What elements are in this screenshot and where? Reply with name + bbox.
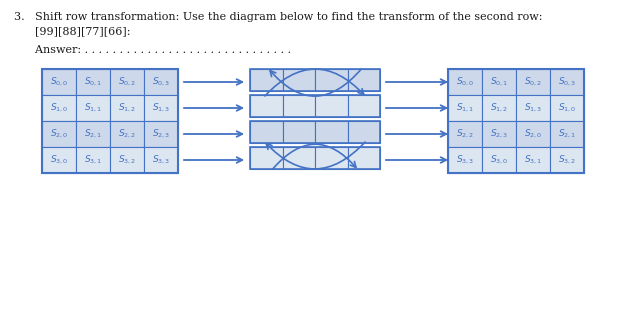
Bar: [76, 69, 110, 95]
Text: $S_{3,2}$: $S_{3,2}$: [558, 154, 576, 166]
Bar: [76, 121, 110, 147]
Text: $S_{0,3}$: $S_{0,3}$: [558, 76, 576, 88]
Bar: [448, 69, 584, 173]
Bar: [76, 147, 110, 173]
Bar: [448, 121, 482, 147]
Bar: [144, 95, 178, 121]
Text: $S_{1,3}$: $S_{1,3}$: [524, 102, 542, 114]
Text: $S_{0,0}$: $S_{0,0}$: [50, 76, 68, 88]
Bar: [110, 95, 144, 121]
Text: $S_{2,0}$: $S_{2,0}$: [524, 128, 542, 140]
Text: $S_{2,1}$: $S_{2,1}$: [558, 128, 576, 140]
Text: $S_{3,3}$: $S_{3,3}$: [152, 154, 170, 166]
Bar: [283, 69, 315, 91]
Text: $S_{1,3}$: $S_{1,3}$: [152, 102, 170, 114]
Text: $S_{0,3}$: $S_{0,3}$: [152, 76, 170, 88]
Bar: [110, 147, 144, 173]
Bar: [516, 121, 550, 147]
Text: $S_{2,2}$: $S_{2,2}$: [456, 128, 474, 140]
Bar: [348, 69, 380, 91]
Bar: [516, 69, 550, 95]
Text: $S_{2,2}$: $S_{2,2}$: [118, 128, 136, 140]
Bar: [482, 121, 516, 147]
Text: $S_{2,3}$: $S_{2,3}$: [152, 128, 170, 140]
Bar: [550, 95, 584, 121]
Bar: [283, 147, 315, 169]
Bar: [42, 95, 76, 121]
Bar: [283, 95, 315, 117]
Text: $S_{0,1}$: $S_{0,1}$: [84, 76, 102, 88]
Bar: [76, 95, 110, 121]
Bar: [516, 95, 550, 121]
Text: $S_{3,2}$: $S_{3,2}$: [118, 154, 136, 166]
Text: Answer: . . . . . . . . . . . . . . . . . . . . . . . . . . . . . .: Answer: . . . . . . . . . . . . . . . . …: [14, 45, 291, 55]
Text: $S_{1,1}$: $S_{1,1}$: [84, 102, 102, 114]
Text: $S_{3,1}$: $S_{3,1}$: [524, 154, 542, 166]
Text: $S_{3,0}$: $S_{3,0}$: [490, 154, 509, 166]
Bar: [550, 147, 584, 173]
Text: [99][88][77][66]:: [99][88][77][66]:: [14, 26, 130, 36]
Text: $S_{2,3}$: $S_{2,3}$: [490, 128, 508, 140]
Bar: [448, 147, 482, 173]
Bar: [482, 95, 516, 121]
Bar: [315, 95, 348, 117]
Bar: [250, 95, 283, 117]
Bar: [42, 69, 76, 95]
Bar: [250, 69, 283, 91]
Bar: [448, 69, 482, 95]
Bar: [250, 69, 380, 91]
Bar: [482, 69, 516, 95]
Text: $S_{0,2}$: $S_{0,2}$: [118, 76, 136, 88]
Text: $S_{0,2}$: $S_{0,2}$: [524, 76, 542, 88]
Bar: [315, 69, 348, 91]
Text: $S_{2,1}$: $S_{2,1}$: [84, 128, 102, 140]
Bar: [42, 121, 76, 147]
Bar: [315, 147, 348, 169]
Bar: [250, 121, 283, 143]
Text: $S_{1,1}$: $S_{1,1}$: [456, 102, 474, 114]
Text: $S_{1,2}$: $S_{1,2}$: [490, 102, 508, 114]
Bar: [516, 147, 550, 173]
Bar: [550, 121, 584, 147]
Text: $S_{2,0}$: $S_{2,0}$: [50, 128, 68, 140]
Text: $S_{1,0}$: $S_{1,0}$: [558, 102, 577, 114]
Bar: [110, 69, 144, 95]
Text: $S_{1,2}$: $S_{1,2}$: [118, 102, 136, 114]
Bar: [550, 69, 584, 95]
Bar: [348, 147, 380, 169]
Bar: [448, 95, 482, 121]
Bar: [110, 121, 144, 147]
Bar: [348, 95, 380, 117]
Bar: [250, 147, 380, 169]
Bar: [42, 69, 178, 173]
Bar: [144, 147, 178, 173]
Bar: [250, 121, 380, 143]
Bar: [144, 69, 178, 95]
Bar: [482, 147, 516, 173]
Bar: [250, 95, 380, 117]
Bar: [250, 147, 283, 169]
Bar: [42, 147, 76, 173]
Text: $S_{0,0}$: $S_{0,0}$: [456, 76, 474, 88]
Bar: [348, 121, 380, 143]
Text: $S_{3,3}$: $S_{3,3}$: [456, 154, 474, 166]
Text: $S_{3,1}$: $S_{3,1}$: [84, 154, 102, 166]
Text: $S_{1,0}$: $S_{1,0}$: [50, 102, 68, 114]
Text: $S_{0,1}$: $S_{0,1}$: [490, 76, 508, 88]
Text: 3.   Shift row transformation: Use the diagram below to find the transform of th: 3. Shift row transformation: Use the dia…: [14, 12, 542, 22]
Bar: [144, 121, 178, 147]
Text: $S_{3,0}$: $S_{3,0}$: [50, 154, 68, 166]
Bar: [315, 121, 348, 143]
Bar: [283, 121, 315, 143]
